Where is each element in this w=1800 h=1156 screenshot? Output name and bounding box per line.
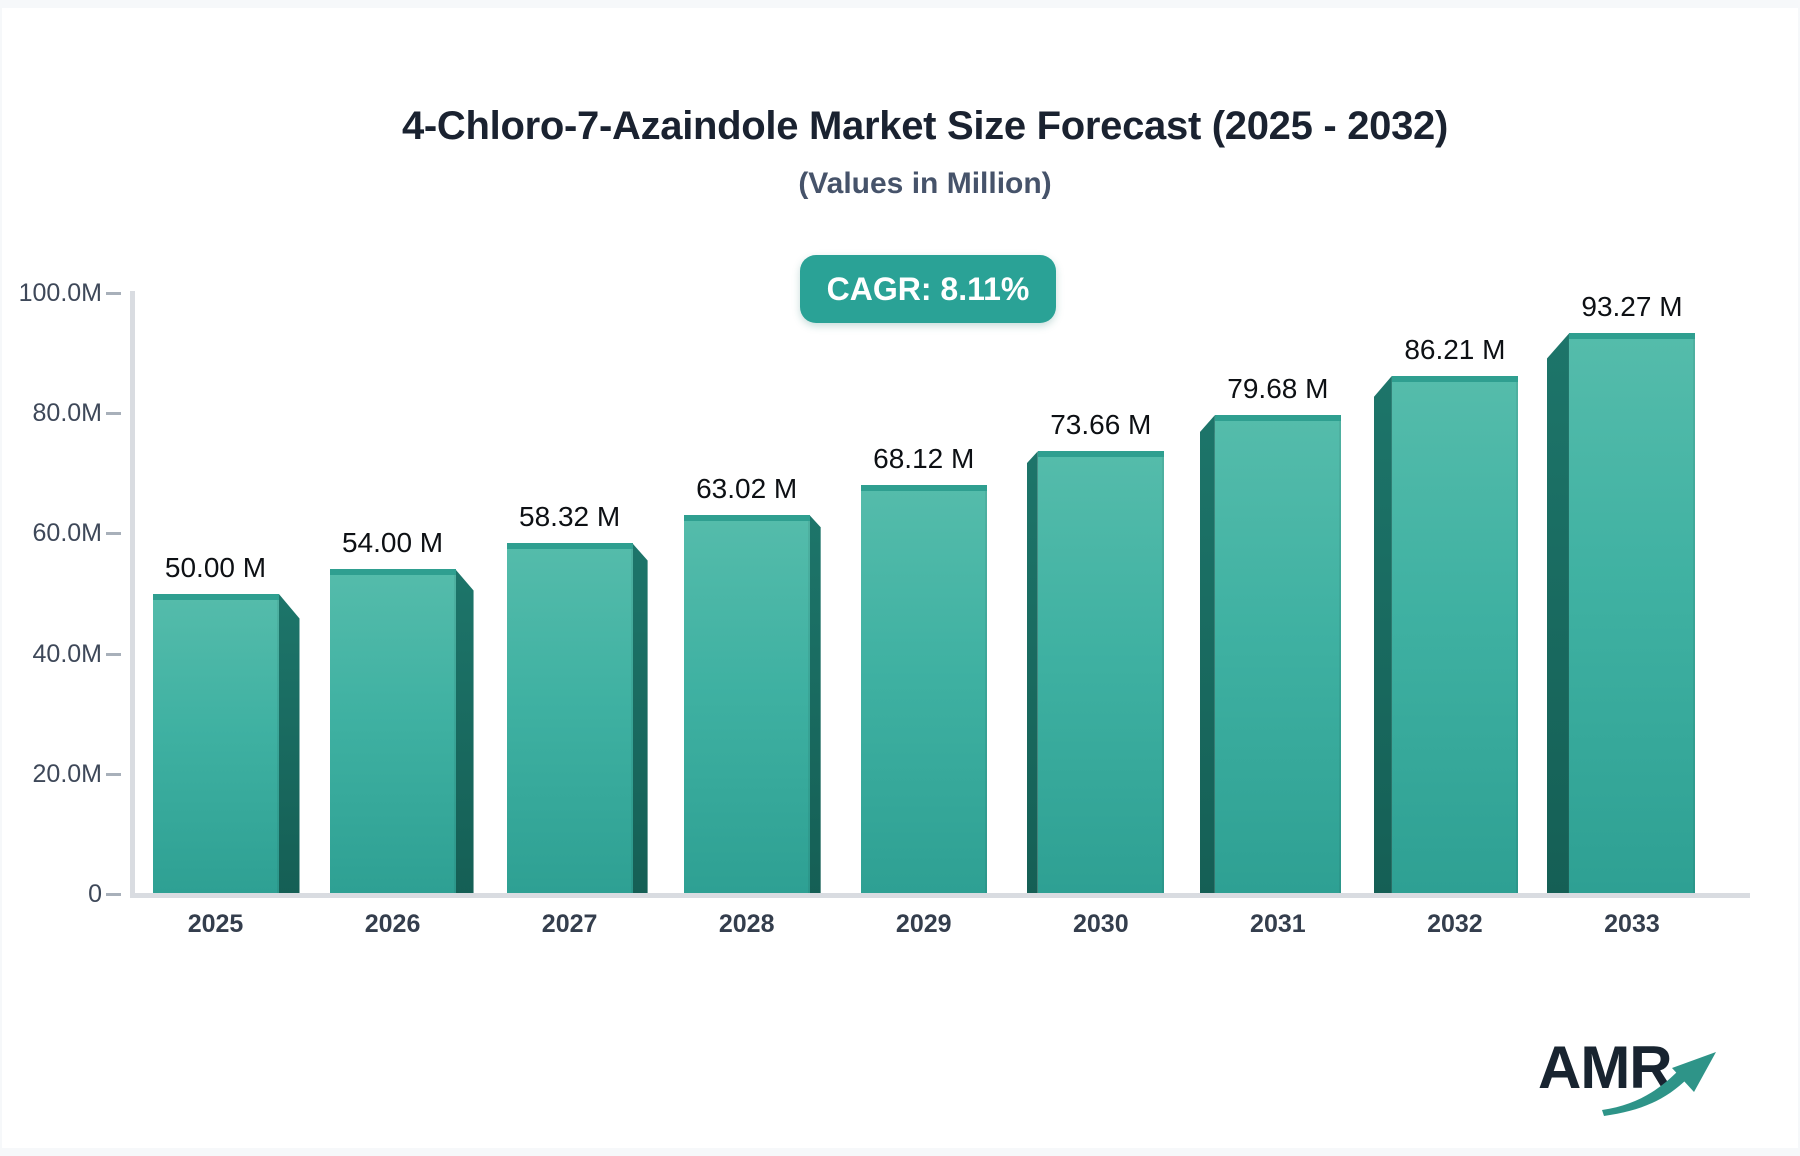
growth-arrow-icon xyxy=(1602,1052,1716,1116)
y-axis-tick-mark xyxy=(106,532,121,536)
x-axis-line xyxy=(130,893,1750,898)
bar-face xyxy=(506,543,633,894)
bar-value-label: 79.68 M xyxy=(1227,373,1329,405)
y-axis-tick-mark xyxy=(106,652,121,656)
y-axis-tick-mark xyxy=(106,292,121,295)
bar-top-edge xyxy=(506,543,633,550)
bar-side-3d xyxy=(1026,451,1038,894)
amr-logo-text: AMR xyxy=(1538,1034,1673,1101)
bar-face xyxy=(329,569,456,894)
bar-side-3d xyxy=(809,515,821,894)
amr-logo: AMR xyxy=(1538,1038,1738,1128)
bar-top-edge xyxy=(1391,375,1518,382)
y-axis-tick-label: 80.0M xyxy=(32,399,102,428)
bar-face xyxy=(1214,415,1341,894)
bar-value-label: 93.27 M xyxy=(1581,291,1683,323)
bar-value-label: 73.66 M xyxy=(1050,409,1152,441)
bar-value-label: 86.21 M xyxy=(1404,333,1506,365)
bar-value-label: 54.00 M xyxy=(341,527,444,559)
y-axis-tick-mark xyxy=(106,893,121,896)
bar-top-edge xyxy=(329,569,456,576)
x-axis-label: 2026 xyxy=(364,910,421,938)
bar-face xyxy=(1568,333,1695,894)
x-axis-label: 2028 xyxy=(718,910,775,938)
y-axis-tick-label: 20.0M xyxy=(32,759,102,788)
y-axis-tick-label: 100.0M xyxy=(18,279,102,307)
bar-side-3d xyxy=(1546,333,1569,894)
bar-top-edge xyxy=(683,515,810,522)
bar-side-3d xyxy=(455,569,474,894)
bar-value-label: 63.02 M xyxy=(696,473,798,505)
bar-face xyxy=(1391,375,1518,894)
y-axis-tick-mark xyxy=(106,412,121,416)
y-axis-tick-label: 60.0M xyxy=(32,519,102,548)
x-axis-label: 2033 xyxy=(1604,910,1660,938)
y-axis-tick-label: 40.0M xyxy=(32,639,102,668)
bar-top-edge xyxy=(860,484,987,491)
x-axis-label: 2027 xyxy=(541,910,598,938)
bar-top-edge xyxy=(1214,415,1341,422)
y-axis-line xyxy=(130,291,135,898)
cagr-badge: CAGR: 8.11% xyxy=(800,255,1056,323)
x-axis-label: 2032 xyxy=(1427,910,1483,938)
bar-face xyxy=(1037,451,1164,894)
x-axis-label: 2031 xyxy=(1250,910,1306,938)
bar-side-3d xyxy=(1199,415,1215,894)
chart-subtitle: (Values in Million) xyxy=(798,167,1052,200)
x-axis-label: 2030 xyxy=(1072,910,1129,938)
bar-top-edge xyxy=(1568,333,1695,340)
y-axis-tick-mark xyxy=(106,772,121,776)
x-axis-label: 2025 xyxy=(187,910,244,938)
bar-top-edge xyxy=(152,593,279,600)
chart-header: 4-Chloro-7-Azaindole Market Size Forecas… xyxy=(52,104,1798,201)
bar-value-label: 58.32 M xyxy=(519,501,621,533)
bar-face xyxy=(152,593,279,894)
bar-side-3d xyxy=(278,593,300,894)
bar-side-3d xyxy=(632,543,648,894)
bar-face xyxy=(683,515,810,894)
chart-title: 4-Chloro-7-Azaindole Market Size Forecas… xyxy=(401,104,1449,148)
bar-side-3d xyxy=(1373,375,1392,894)
bar-value-label: 50.00 M xyxy=(164,551,267,583)
chart-card: 4-Chloro-7-Azaindole Market Size Forecas… xyxy=(2,8,1798,1148)
bar-value-label: 68.12 M xyxy=(873,442,975,474)
bar-face xyxy=(860,484,987,894)
plot-area: 0 20.0M 40.0M 60.0M 80.0M 100.0M 50.00 M 2025 54… xyxy=(2,8,1800,1156)
x-axis-label: 2029 xyxy=(895,910,952,938)
bar-top-edge xyxy=(1037,451,1164,458)
y-axis-tick-label: 0 xyxy=(88,880,102,908)
